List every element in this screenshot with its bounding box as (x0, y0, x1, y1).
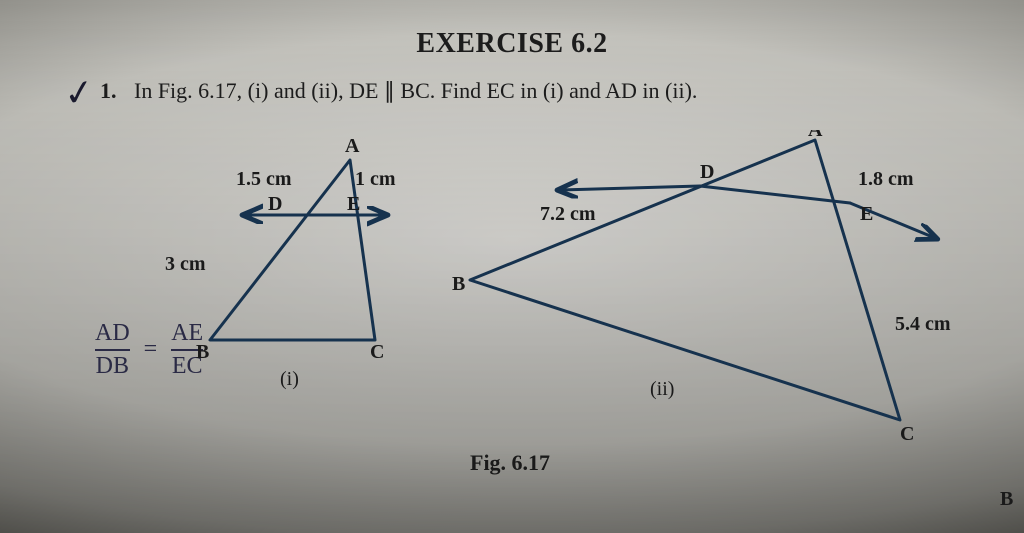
triangle-abc-i (210, 160, 375, 340)
label-e-ii: E (860, 203, 873, 225)
label-d-ii: D (700, 161, 714, 183)
figure-caption: Fig. 6.17 (470, 450, 550, 475)
exercise-header: EXERCISE 6.2 (0, 28, 1024, 60)
diagram-i: A B C D E 1.5 cm 1 cm 3 cm (i) (165, 135, 396, 390)
triangle-abc-ii (470, 140, 900, 420)
label-b-ii: B (452, 273, 465, 295)
meas-ae-i: 1 cm (355, 168, 396, 190)
label-b-i: B (196, 341, 209, 363)
caption-ii: (ii) (650, 378, 674, 400)
label-a-ii: A (808, 130, 823, 141)
meas-ae-ii: 1.8 cm (858, 168, 914, 190)
question-line: 1. In Fig. 6.17, (i) and (ii), DE ∥ BC. … (100, 78, 974, 104)
label-a-i: A (345, 135, 360, 157)
line-de-ii (700, 186, 850, 203)
arrow-d-ii (560, 186, 700, 190)
question-text: In Fig. 6.17, (i) and (ii), DE ∥ BC. Fin… (134, 78, 697, 103)
figure-svg: A B C D E 1.5 cm 1 cm 3 cm (i) A B C D E… (0, 130, 1024, 510)
caption-i: (i) (280, 368, 299, 390)
meas-db-i: 3 cm (165, 253, 206, 275)
meas-ad-i: 1.5 cm (236, 168, 292, 190)
label-d-i: D (268, 193, 282, 215)
label-e-i: E (347, 193, 360, 215)
label-c-i: C (370, 341, 384, 363)
question-number: 1. (100, 78, 117, 103)
label-c-ii: C (900, 423, 914, 445)
meas-ec-ii: 5.4 cm (895, 313, 951, 335)
checkmark-icon: ✓ (61, 70, 97, 116)
figure-area: A B C D E 1.5 cm 1 cm 3 cm (i) A B C D E… (0, 130, 1024, 510)
label-extra-b: B (1000, 488, 1013, 510)
meas-db-ii: 7.2 cm (540, 203, 596, 225)
